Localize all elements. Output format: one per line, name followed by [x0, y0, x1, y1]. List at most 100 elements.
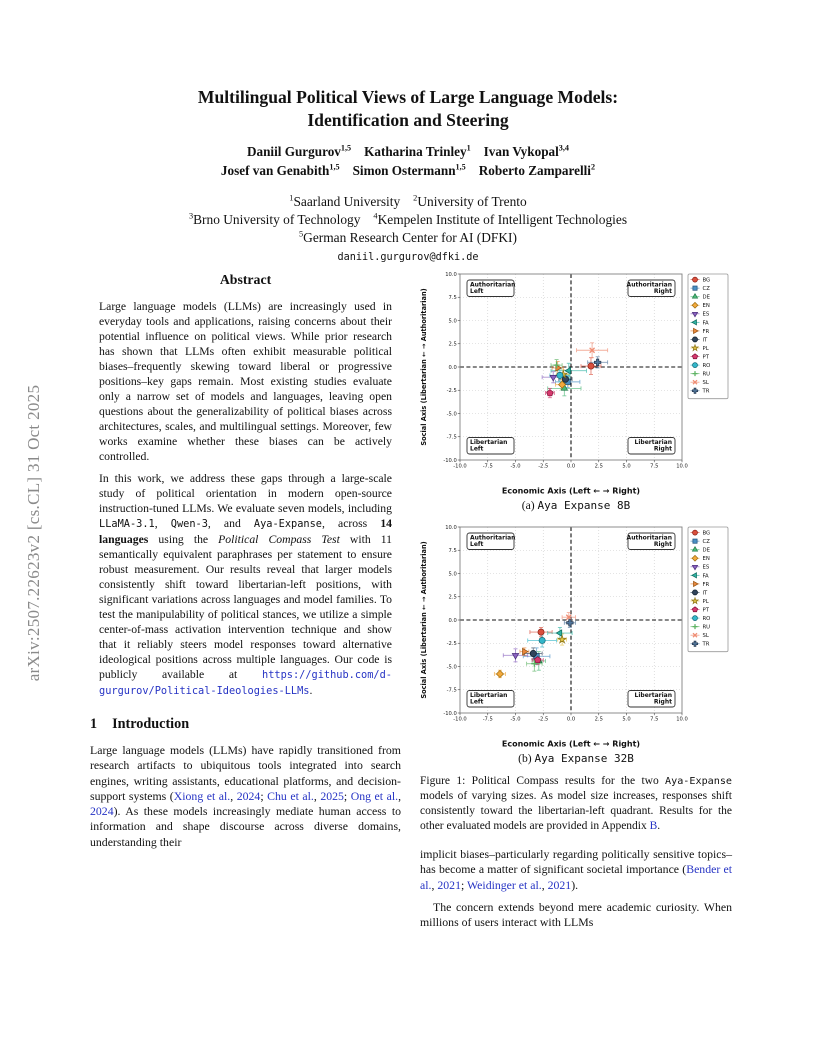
body-paragraph: implicit biases–particularly regarding p… — [420, 847, 733, 892]
link[interactable]: 2024 — [90, 804, 114, 819]
svg-text:5.0: 5.0 — [622, 717, 630, 723]
affiliation-row: 1Saarland University 2University of Trent… — [289, 193, 527, 209]
svg-text:-10.0: -10.0 — [453, 464, 466, 470]
svg-text:Economic Axis (Left ← → Right): Economic Axis (Left ← → Right) — [502, 740, 640, 749]
link[interactable]: Bender et al. — [420, 862, 733, 892]
svg-text:0.0: 0.0 — [449, 365, 457, 371]
link[interactable]: 2021 — [547, 877, 572, 892]
paper-title: Multilingual Political Views of Large La… — [70, 86, 746, 132]
subcaption-b: (b) Aya Expanse 32B — [518, 752, 634, 765]
svg-text:7.5: 7.5 — [449, 295, 457, 301]
title-line-1: Multilingual Political Views of Large La… — [197, 87, 619, 107]
svg-text:2.5: 2.5 — [595, 717, 603, 723]
political-compass-chart-32b: -10.0-10.0 -7.5 -7.5 -5.0 -5.0 -2.5 -2.5 0.0 0.0… — [420, 525, 729, 749]
link[interactable]: Weidinger et al. — [466, 877, 542, 892]
link[interactable]: 2021 — [437, 877, 461, 892]
svg-text:PT: PT — [703, 354, 710, 360]
svg-text:-2.5: -2.5 — [447, 641, 457, 647]
svg-text:Authoritarian: Authoritarian — [627, 535, 672, 542]
left-column: Abstract Large language models (LLMs) ar… — [90, 272, 401, 857]
svg-text:Right: Right — [654, 541, 672, 548]
svg-text:BG: BG — [703, 531, 711, 537]
svg-text:Libertarian: Libertarian — [635, 439, 672, 446]
svg-text:0.0: 0.0 — [567, 464, 575, 470]
subcaption-a: (a) Aya Expanse 8B — [521, 499, 631, 512]
svg-text:Left: Left — [470, 288, 484, 295]
link[interactable]: 2024 — [236, 788, 261, 803]
svg-text:FR: FR — [703, 329, 710, 335]
svg-text:SL: SL — [703, 633, 709, 639]
affiliation-row: 5German Research Center for AI (DFKI) — [299, 229, 517, 245]
svg-text:10.0: 10.0 — [676, 717, 688, 723]
svg-text:7.5: 7.5 — [650, 464, 658, 470]
abstract-paragraph: Large language models (LLMs) are increas… — [99, 300, 392, 463]
right-column: -10.0 -10.0 -7.5 -7.5 -5.0 -5.0 -2.5 -2.5 0.0 0.0… — [420, 266, 732, 937]
svg-text:EN: EN — [703, 303, 710, 309]
svg-text:ES: ES — [703, 565, 710, 571]
svg-text:-5.0: -5.0 — [510, 464, 520, 470]
svg-text:Right: Right — [654, 288, 672, 295]
svg-text:RU: RU — [703, 372, 711, 378]
svg-text:-7.5: -7.5 — [483, 464, 493, 470]
svg-text:FA: FA — [703, 573, 710, 579]
section-title: Introduction — [112, 716, 190, 732]
contact-email: daniil.gurgurov@dfki.de — [337, 252, 479, 263]
author-row: Josef van Genabith1,5 Simon Ostermann1,5 R… — [220, 162, 596, 178]
svg-text:Left: Left — [470, 541, 484, 548]
svg-text:RO: RO — [703, 616, 711, 622]
svg-text:CZ: CZ — [703, 539, 711, 545]
svg-text:0.0: 0.0 — [449, 618, 457, 624]
svg-text:Authoritarian: Authoritarian — [470, 535, 515, 542]
svg-text:2.5: 2.5 — [449, 595, 457, 601]
abstract-paragraph: In this work, we address these gaps thro… — [99, 472, 393, 697]
svg-text:Economic Axis (Left ← → Right): Economic Axis (Left ← → Right) — [502, 487, 640, 496]
svg-text:Libertarian: Libertarian — [470, 692, 507, 699]
svg-text:-5.0: -5.0 — [447, 411, 457, 417]
link[interactable]: 2025 — [320, 788, 344, 803]
svg-text:Authoritarian: Authoritarian — [627, 282, 672, 289]
link[interactable]: Chu et al. — [267, 788, 314, 803]
svg-text:TR: TR — [702, 642, 710, 648]
svg-text:Social Axis (Libertarian ← → A: Social Axis (Libertarian ← → Authoritari… — [420, 541, 428, 698]
svg-text:2.5: 2.5 — [595, 464, 603, 470]
svg-text:Libertarian: Libertarian — [635, 692, 672, 699]
author-row: Daniil Gurgurov1,5 Katharina Trinley1 Ivan… — [246, 143, 570, 159]
link[interactable]: B — [649, 820, 658, 832]
svg-text:Right: Right — [654, 699, 672, 706]
svg-text:ES: ES — [703, 312, 710, 318]
intro-paragraph: Large language models (LLMs) have rapidl… — [90, 743, 402, 849]
svg-text:5.0: 5.0 — [622, 464, 630, 470]
svg-text:-2.5: -2.5 — [538, 464, 548, 470]
svg-text:BG: BG — [703, 278, 711, 284]
link[interactable]: https://github.com/d-gurgurov/Political-… — [99, 669, 392, 697]
link[interactable]: Ong et al. — [350, 788, 399, 803]
svg-text:FR: FR — [703, 582, 710, 588]
svg-text:SL: SL — [703, 380, 709, 386]
svg-text:7.5: 7.5 — [650, 717, 658, 723]
arxiv-watermark: arXiv:2507.22623v2 [cs.CL] 31 Oct 2025 — [24, 384, 43, 682]
svg-text:Right: Right — [654, 446, 672, 453]
svg-text:FA: FA — [703, 320, 710, 326]
svg-text:-7.5: -7.5 — [447, 688, 457, 694]
svg-text:PT: PT — [703, 607, 710, 613]
svg-text:PL: PL — [703, 346, 709, 352]
paper-header: Multilingual Political Views of Large La… — [70, 86, 746, 263]
svg-text:-7.5: -7.5 — [447, 435, 457, 441]
svg-text:IT: IT — [703, 337, 709, 343]
section-number: 1 — [90, 716, 98, 732]
svg-text:-10.0: -10.0 — [443, 458, 456, 464]
link[interactable]: Xiong et al. — [173, 788, 231, 803]
svg-text:Social Axis (Libertarian ← → A: Social Axis (Libertarian ← → Authoritari… — [420, 288, 428, 445]
svg-text:10.0: 10.0 — [445, 272, 457, 278]
svg-text:-2.5: -2.5 — [447, 388, 457, 394]
svg-text:TR: TR — [702, 389, 710, 395]
svg-text:IT: IT — [703, 590, 709, 596]
abstract-heading: Abstract — [219, 272, 272, 287]
svg-text:-2.5: -2.5 — [538, 717, 548, 723]
svg-text:2.5: 2.5 — [449, 342, 457, 348]
svg-text:5.0: 5.0 — [449, 571, 457, 577]
svg-text:-7.5: -7.5 — [483, 717, 493, 723]
svg-text:EN: EN — [703, 556, 710, 562]
political-compass-chart-8b: -10.0-10.0 -7.5 -7.5 -5.0 -5.0 -2.5 -2.5 0.0 0.0… — [420, 272, 729, 496]
